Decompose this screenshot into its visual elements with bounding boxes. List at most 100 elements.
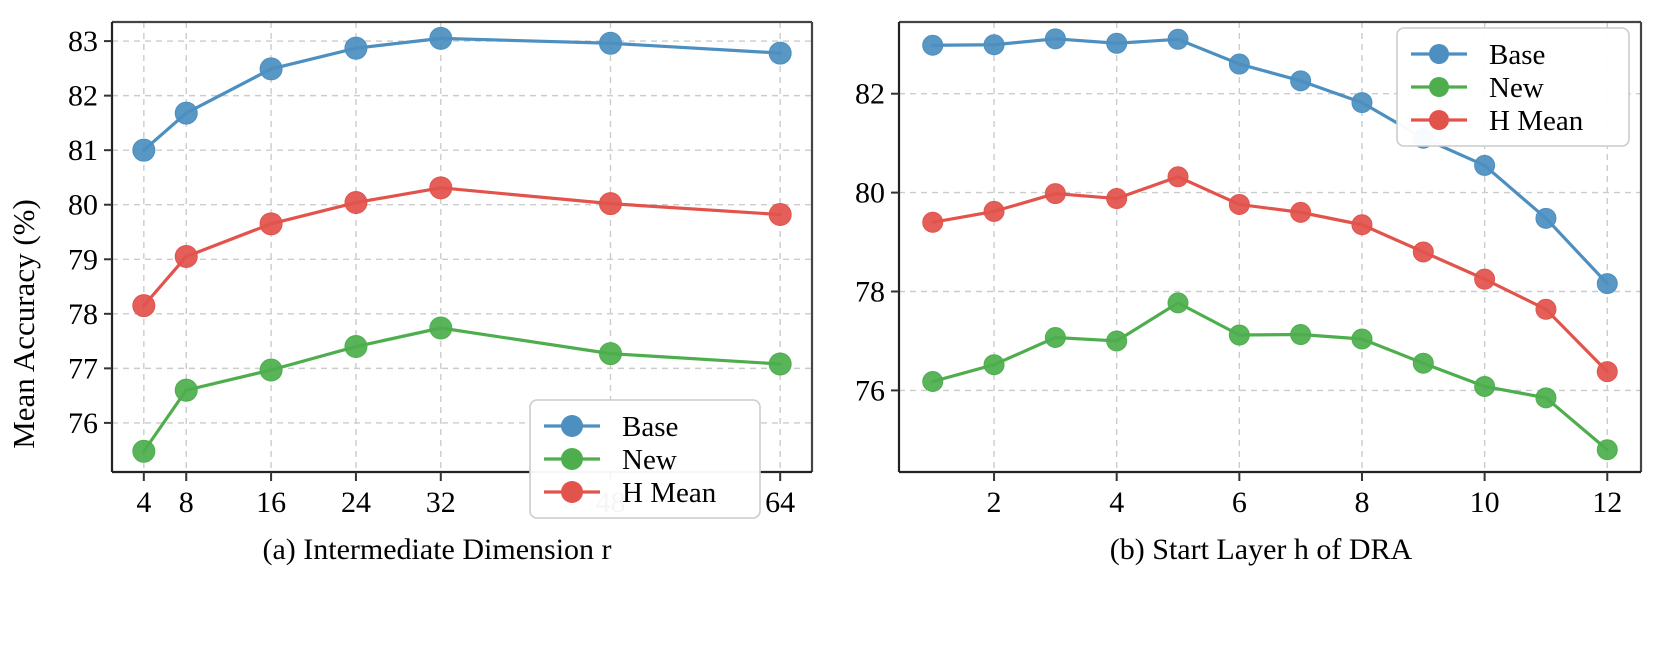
y-tick-label: 78 bbox=[855, 276, 885, 309]
data-point bbox=[1044, 326, 1066, 348]
chart-panel-b: 76 78 80 82 2 4 6 8 10 12 Base New H Mean (b) Start … bbox=[831, 0, 1661, 648]
x-tick-label: 6 bbox=[1232, 486, 1247, 519]
data-point bbox=[598, 192, 622, 216]
legend-item[interactable]: H Mean bbox=[544, 477, 717, 509]
data-point bbox=[1167, 292, 1189, 314]
data-point bbox=[1535, 387, 1557, 409]
legend-item[interactable]: Base bbox=[544, 411, 678, 443]
x-tick-label: 10 bbox=[1470, 486, 1500, 519]
data-point bbox=[768, 203, 792, 227]
series-base bbox=[922, 28, 1618, 295]
y-tick-label: 79 bbox=[68, 243, 98, 276]
legend-item[interactable]: Base bbox=[1411, 39, 1545, 71]
legend-label: H Mean bbox=[622, 477, 717, 509]
legend-label: Base bbox=[1489, 39, 1545, 71]
data-point bbox=[1106, 32, 1128, 54]
data-point bbox=[1474, 154, 1496, 176]
x-tick-label: 24 bbox=[341, 486, 371, 519]
data-point bbox=[1596, 361, 1618, 383]
data-point bbox=[429, 26, 453, 50]
x-tick-label: 64 bbox=[765, 486, 795, 519]
y-tick-label: 81 bbox=[68, 134, 98, 167]
data-point bbox=[983, 200, 1005, 222]
y-tick-label: 83 bbox=[68, 25, 98, 58]
data-point bbox=[1412, 352, 1434, 374]
series-base bbox=[132, 26, 792, 162]
x-tick-label: 2 bbox=[987, 486, 1002, 519]
legend-marker-icon bbox=[561, 481, 583, 503]
legend-item[interactable]: New bbox=[1411, 72, 1544, 104]
y-tick-label: 82 bbox=[68, 80, 98, 113]
legend-marker-icon bbox=[561, 448, 583, 470]
data-point bbox=[922, 371, 944, 393]
data-point bbox=[1474, 375, 1496, 397]
data-point bbox=[1290, 324, 1312, 346]
x-tick-label: 8 bbox=[1354, 486, 1369, 519]
data-point bbox=[174, 245, 198, 269]
x-tick-label: 4 bbox=[1109, 486, 1124, 519]
data-point bbox=[1106, 188, 1128, 210]
legend-box bbox=[529, 399, 761, 519]
data-point bbox=[174, 378, 198, 402]
y-tick-label: 76 bbox=[855, 374, 885, 407]
y-tick-label: 77 bbox=[68, 352, 98, 385]
legend-box bbox=[1396, 27, 1630, 147]
data-point bbox=[1351, 92, 1373, 114]
legend-label: H Mean bbox=[1489, 105, 1584, 137]
data-point bbox=[344, 335, 368, 359]
data-point bbox=[132, 138, 156, 162]
y-tick-label: 80 bbox=[855, 177, 885, 210]
data-point bbox=[1596, 439, 1618, 461]
series-h-mean bbox=[132, 176, 792, 318]
legend-marker-icon bbox=[1429, 77, 1449, 97]
data-point bbox=[429, 316, 453, 340]
data-point bbox=[983, 34, 1005, 56]
data-point bbox=[768, 352, 792, 376]
data-point bbox=[174, 101, 198, 125]
data-point bbox=[983, 354, 1005, 376]
legend-marker-icon bbox=[561, 415, 583, 437]
legend-label: New bbox=[1489, 72, 1544, 104]
data-point bbox=[344, 191, 368, 215]
data-point bbox=[1290, 70, 1312, 92]
legend-item[interactable]: H Mean bbox=[1411, 105, 1584, 137]
series-line bbox=[931, 175, 1609, 374]
y-tick-label: 82 bbox=[855, 78, 885, 111]
data-point bbox=[922, 211, 944, 233]
chart-svg-a: 7677787980818283481624324864BaseNewH Mea… bbox=[68, 20, 814, 519]
data-point bbox=[1290, 201, 1312, 223]
data-point bbox=[429, 176, 453, 200]
data-point bbox=[1228, 53, 1250, 75]
data-point bbox=[259, 57, 283, 81]
data-point bbox=[1535, 207, 1557, 229]
y-tick-label: 78 bbox=[68, 298, 98, 331]
data-point bbox=[922, 34, 944, 56]
x-tick-label: 4 bbox=[136, 486, 151, 519]
chart-caption-b: (b) Start Layer h of DRA bbox=[1109, 533, 1413, 566]
legend-label: New bbox=[622, 444, 677, 476]
data-point bbox=[132, 294, 156, 318]
chart-panel-a: Mean Accuracy (%) 76 77 78 79 80 81 82 83 4 8 16 24… bbox=[0, 0, 830, 648]
data-point bbox=[1044, 183, 1066, 205]
chart-caption-a: (a) Intermediate Dimension r bbox=[262, 533, 612, 566]
data-point bbox=[1535, 298, 1557, 320]
x-tick-label: 16 bbox=[256, 486, 286, 519]
x-tick-label: 12 bbox=[1592, 486, 1622, 519]
legend-label: Base bbox=[622, 411, 678, 443]
data-point bbox=[1351, 214, 1373, 236]
legend-item[interactable]: New bbox=[544, 444, 677, 476]
data-point bbox=[598, 31, 622, 55]
data-point bbox=[1167, 166, 1189, 188]
series-new bbox=[132, 316, 792, 463]
y-tick-label: 76 bbox=[68, 407, 98, 440]
legend-marker-icon bbox=[1429, 44, 1449, 64]
data-point bbox=[1596, 273, 1618, 295]
data-point bbox=[259, 358, 283, 382]
data-point bbox=[1228, 193, 1250, 215]
data-point bbox=[259, 212, 283, 236]
data-point bbox=[1412, 241, 1434, 263]
